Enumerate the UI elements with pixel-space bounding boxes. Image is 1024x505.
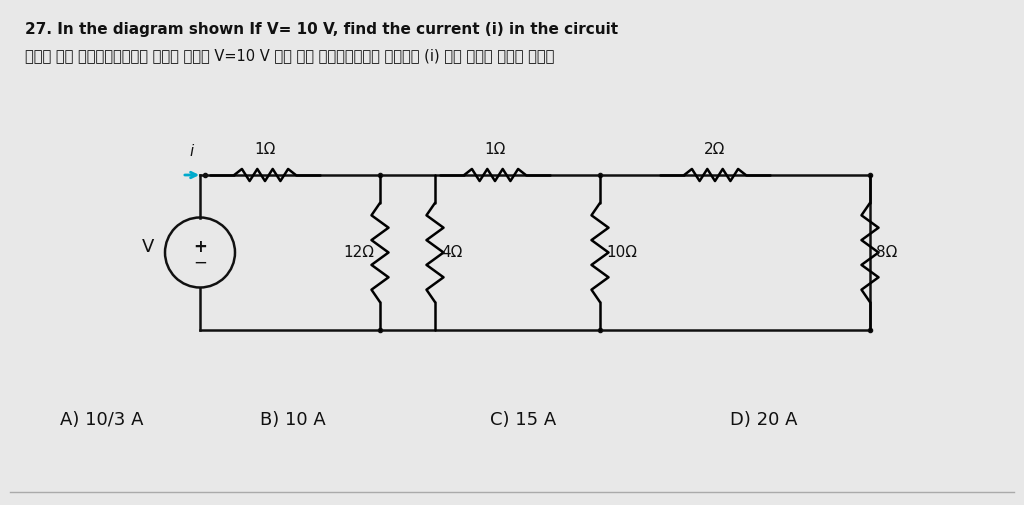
Text: दिए गए डायग्राम में अगर V=10 V हो तो विद्युत धारा (i) का मान जात करे: दिए गए डायग्राम में अगर V=10 V हो तो विद… [25, 48, 554, 63]
Text: 2Ω: 2Ω [705, 142, 726, 157]
Text: 8Ω: 8Ω [876, 245, 897, 260]
Text: 10Ω: 10Ω [606, 245, 637, 260]
Text: D) 20 A: D) 20 A [730, 411, 798, 429]
Text: C) 15 A: C) 15 A [490, 411, 556, 429]
Text: V: V [141, 238, 155, 257]
Text: 4Ω: 4Ω [441, 245, 463, 260]
Text: 1Ω: 1Ω [254, 142, 275, 157]
Text: 1Ω: 1Ω [484, 142, 506, 157]
Text: +: + [194, 237, 207, 256]
Text: −: − [194, 254, 207, 272]
Text: 27. In the diagram shown If V= 10 V, find the current (i) in the circuit: 27. In the diagram shown If V= 10 V, fin… [25, 22, 618, 37]
Text: 12Ω: 12Ω [343, 245, 374, 260]
Text: i: i [189, 144, 195, 159]
Text: A) 10/3 A: A) 10/3 A [60, 411, 143, 429]
Text: B) 10 A: B) 10 A [260, 411, 326, 429]
